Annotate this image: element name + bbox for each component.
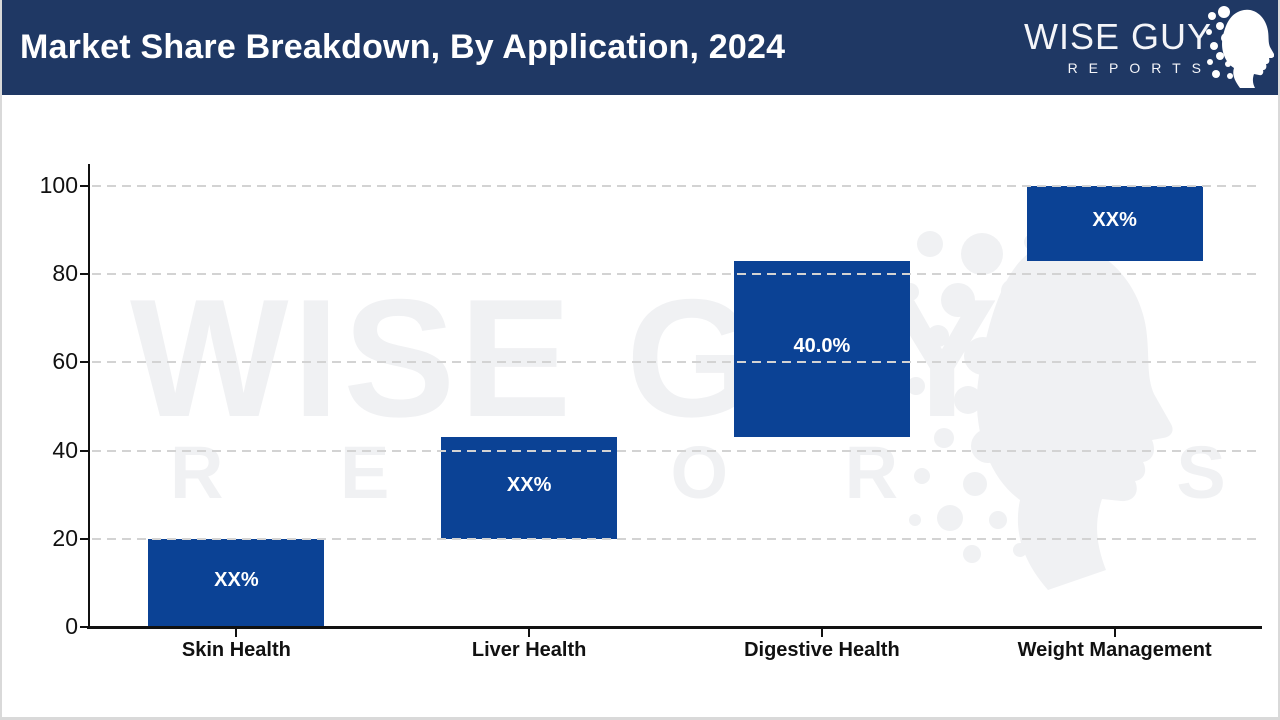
x-axis-line (87, 626, 1262, 629)
watermark-dots (888, 231, 1057, 563)
brand-logo-text: WISE GUY REPORTS (1023, 16, 1212, 77)
y-tick-label: 60 (52, 348, 78, 375)
brand-logo: WISE GUY REPORTS (1024, 4, 1274, 92)
brand-name: WISE GUY (1023, 16, 1212, 57)
bar-value-label-digestive-health: 40.0% (793, 335, 851, 358)
x-category-label-skin-health: Skin Health (181, 639, 291, 661)
bar-digestive-health (733, 260, 910, 438)
y-tick-60 (80, 361, 88, 364)
gridline-20 (92, 537, 1261, 540)
brand-subname: REPORTS (1067, 60, 1212, 76)
gridline-80 (92, 273, 1261, 276)
logo-head-profile-icon (1206, 6, 1274, 88)
x-tick-digestive-health (820, 629, 823, 637)
x-tick-skin-health (235, 629, 238, 637)
y-tick-0 (80, 626, 88, 628)
bar-liver-health (441, 437, 618, 539)
y-tick-label: 80 (52, 260, 78, 287)
y-tick-80 (80, 273, 88, 276)
bar-value-label-weight-management: XX% (1092, 209, 1137, 232)
x-category-label-digestive-health: Digestive Health (744, 639, 900, 661)
bar-weight-management (1026, 186, 1203, 261)
header-bar: Market Share Breakdown, By Application, … (2, 0, 1278, 95)
page-title: Market Share Breakdown, By Application, … (20, 28, 786, 66)
head-profile-watermark-icon (888, 231, 1173, 590)
gridline-100 (92, 185, 1261, 187)
x-tick-weight-management (1113, 629, 1116, 637)
bar-value-label-liver-health: XX% (506, 474, 552, 497)
x-category-label-liver-health: Liver Health (471, 639, 587, 661)
bar-value-label-skin-health: XX% (214, 568, 259, 591)
y-tick-20 (80, 537, 88, 540)
y-tick-label: 20 (52, 524, 78, 551)
x-category-label-weight-management: Weight Management (1017, 639, 1212, 661)
gridline-60 (92, 361, 1261, 364)
y-tick-label: 100 (39, 172, 78, 198)
y-tick-100 (80, 185, 88, 187)
y-tick-40 (80, 449, 88, 452)
gridline-40 (92, 449, 1261, 452)
y-axis-line (88, 164, 90, 627)
x-tick-liver-health (528, 629, 531, 637)
y-tick-label: 40 (52, 436, 78, 463)
y-tick-label: 0 (65, 613, 78, 639)
bar-skin-health (148, 538, 325, 627)
